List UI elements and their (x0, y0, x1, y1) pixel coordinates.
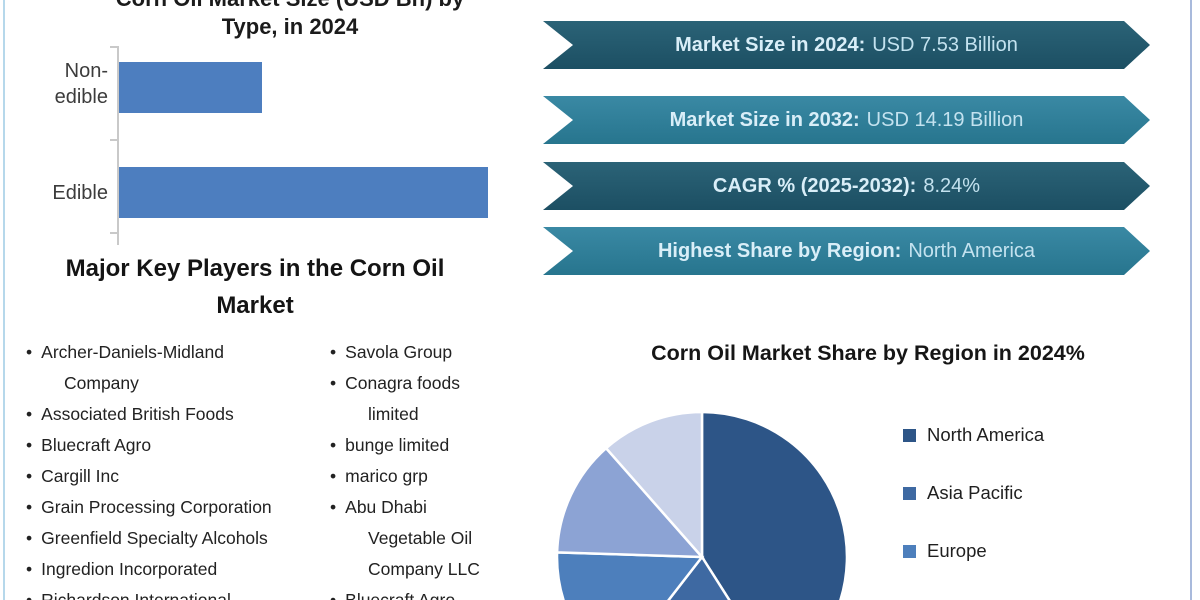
bar-chart-category-axis (117, 46, 119, 245)
key-player-item: Savola Group (330, 337, 508, 368)
bar-chart-title-line2: Type, in 2024 (221, 14, 359, 39)
pie-slice-north-america (700, 410, 849, 600)
stat-banner-value: USD 14.19 Billion (866, 108, 1024, 131)
axis-tick (110, 232, 117, 234)
bar-non-edible (119, 62, 262, 113)
key-players-heading: Major Key Players in the Corn Oil Market (20, 250, 490, 324)
key-player-item: Archer-Daniels-Midland Company (26, 337, 298, 399)
bar-category-label: Edible (52, 182, 108, 204)
stat-banner-label: CAGR % (2025-2032): (712, 174, 917, 197)
bar-chart-title: Corn Oil Market Size (USD Bn) by Type, i… (100, 0, 480, 41)
stat-banner-value: North America (908, 239, 1036, 262)
legend-label: Asia Pacific (927, 482, 1023, 503)
legend-label: Europe (927, 540, 987, 561)
bar-edible (119, 167, 488, 218)
legend-label: North America (927, 424, 1045, 445)
axis-tick (110, 46, 117, 48)
stat-banner: Highest Share by Region: North America (543, 227, 1150, 275)
right-frame-border (1190, 0, 1192, 600)
key-player-item: Cargill Inc (26, 461, 298, 492)
pie-slice (604, 410, 704, 561)
pie-slice (555, 446, 705, 559)
legend-marker (903, 486, 916, 500)
stat-banner-label: Highest Share by Region: (657, 239, 902, 262)
key-player-item: Bluecraft Agro (26, 430, 298, 461)
pie-slice-europe (555, 551, 705, 600)
legend-marker (903, 544, 916, 558)
stat-banner-label: Market Size in 2024: (675, 33, 866, 56)
key-players-heading-line1: Major Key Players in the Corn Oil (65, 255, 445, 282)
stat-banner: Market Size in 2024: USD 7.53 Billion (543, 21, 1150, 69)
key-players-heading-line2: Market (216, 292, 294, 319)
bar-chart-title-line1: Corn Oil Market Size (USD Bn) by (100, 0, 480, 13)
pie-legend: North America Asia Pacific Europe (903, 424, 1044, 598)
key-player-item: bunge limited (330, 430, 508, 461)
axis-tick (110, 139, 117, 141)
stat-banner-value: USD 7.53 Billion (872, 33, 1018, 56)
stat-banner: CAGR % (2025-2032): 8.24% (543, 162, 1150, 210)
legend-row: Europe (903, 540, 1044, 562)
pie-slice-asia-pacific (667, 554, 731, 600)
legend-marker (903, 428, 916, 442)
pie-chart (555, 410, 849, 600)
key-player-item: Associated British Foods (26, 399, 298, 430)
key-player-item: Bluecraft Agro (330, 585, 508, 600)
key-player-item: Abu Dhabi Vegetable Oil Company LLC (330, 492, 508, 585)
key-players-column1: Archer-Daniels-Midland CompanyAssociated… (26, 337, 298, 600)
key-player-item: Ingredion Incorporated (26, 554, 298, 585)
stat-banner-value: 8.24% (923, 174, 981, 197)
key-players-column2: Savola GroupConagra foods limitedbunge l… (330, 337, 508, 600)
key-player-item: marico grp (330, 461, 508, 492)
key-player-item: Grain Processing Corporation (26, 492, 298, 523)
pie-chart-title: Corn Oil Market Share by Region in 2024% (651, 341, 1085, 365)
legend-row: Asia Pacific (903, 482, 1044, 504)
key-player-item: Richardson International (26, 585, 298, 600)
legend-row: North America (903, 424, 1044, 446)
left-frame-border (3, 0, 5, 600)
stat-banner: Market Size in 2032: USD 14.19 Billion (543, 96, 1150, 144)
bar-category-label: Non-edible (54, 60, 108, 108)
key-player-item: Conagra foods limited (330, 368, 508, 430)
key-player-item: Greenfield Specialty Alcohols (26, 523, 298, 554)
stat-banner-label: Market Size in 2032: (669, 108, 860, 131)
